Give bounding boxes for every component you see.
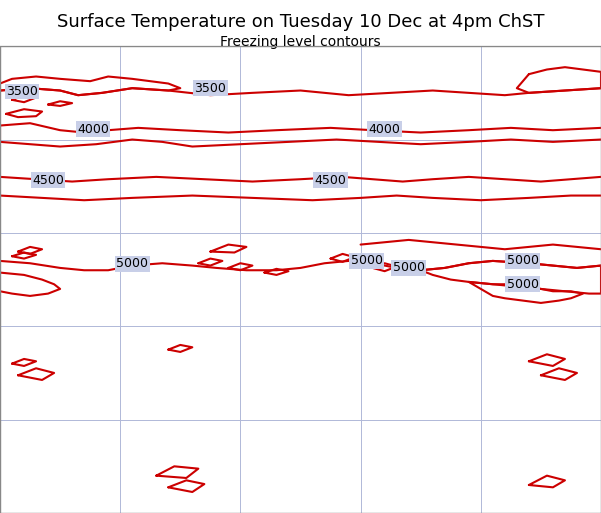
Text: 5000: 5000 bbox=[116, 257, 148, 270]
Text: 5000: 5000 bbox=[392, 262, 425, 274]
Text: 5000: 5000 bbox=[507, 278, 539, 291]
Text: 3500: 3500 bbox=[6, 85, 38, 98]
Text: Freezing level contours: Freezing level contours bbox=[220, 34, 381, 49]
Text: 4500: 4500 bbox=[314, 173, 347, 187]
Text: Surface Temperature on Tuesday 10 Dec at 4pm ChST: Surface Temperature on Tuesday 10 Dec at… bbox=[56, 13, 545, 31]
Text: 4500: 4500 bbox=[32, 173, 64, 187]
Text: 5000: 5000 bbox=[507, 254, 539, 267]
Text: 3500: 3500 bbox=[194, 82, 227, 95]
Text: 5000: 5000 bbox=[350, 254, 383, 267]
Text: 4000: 4000 bbox=[368, 123, 401, 136]
Text: 4000: 4000 bbox=[77, 123, 109, 136]
